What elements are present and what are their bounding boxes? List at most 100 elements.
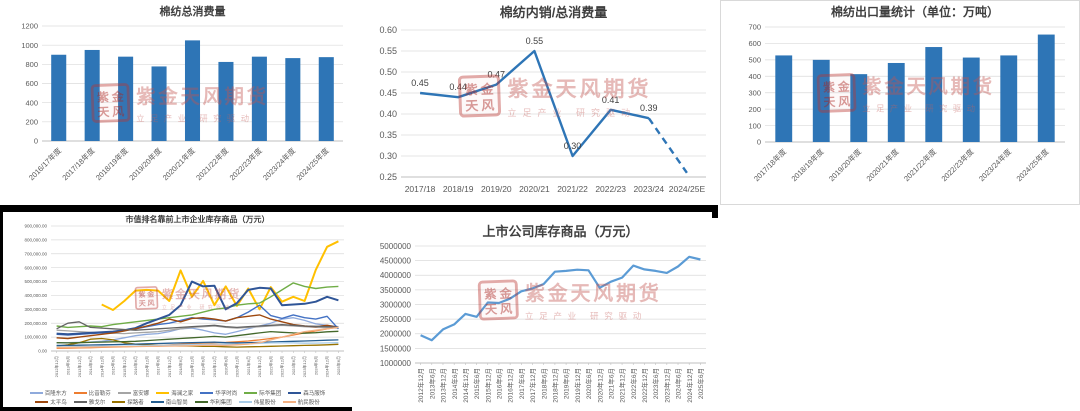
data-point-label: 0.44 [449,82,467,92]
y-tick-label: 100 [748,121,761,130]
y-tick-label: 300 [748,88,761,97]
bar [184,40,201,141]
scan-border-bottom [0,407,352,411]
x-tick-label: 2022年12月 [279,356,285,377]
x-tick-label: 2020/21年度 [160,145,197,182]
x-tick-label: 2022年6月 [267,356,273,375]
legend-swatch [73,392,87,394]
legend-swatch [29,392,43,394]
legend-label: 航民股份 [297,400,320,406]
chart-svg: 0200400600800100012002016/17年度2017/18年度2… [21,4,343,182]
x-tick-label: 2023/24 [633,184,664,194]
legend-item: 太平鸟 [35,398,67,406]
x-tick-label: 2022/23年度 [227,145,264,182]
y-tick-label: 200 [748,105,761,114]
x-tick-label: 2012年12月 [53,356,59,377]
x-tick-label: 2024/25年度 [1014,146,1051,183]
x-tick-label: 2017/18 [405,184,436,194]
chart-title: 棉纺总消费量 [160,4,226,18]
y-tick-label: 700 [748,23,761,32]
y-tick-label: 100,000.00 [24,335,47,340]
x-tick-label: 2014年12月 [461,368,470,403]
x-tick-label: 2019/20年度 [826,146,863,183]
data-line [419,49,650,158]
legend-swatch [73,401,87,403]
x-tick-label: 2018年6月 [539,368,548,399]
x-tick-label: 2017年6月 [517,368,526,399]
y-tick-label: 1000000 [380,359,412,368]
x-tick-label: 2015年6月 [110,356,116,375]
legend-item: 富安娜 [117,389,149,397]
y-tick-label: 700,000.00 [24,251,47,256]
data-point-label: 0.41 [602,95,620,105]
legend-label: 森马服饰 [303,391,326,397]
y-tick-label: 400 [748,72,761,81]
y-tick-label: 3000000 [380,300,412,309]
chart-title: 市值排名靠前上市企业库存商品（万元） [126,214,270,224]
legend-item: 森马服饰 [288,389,325,397]
x-tick-label: 2013年6月 [65,356,71,375]
y-tick-label: 0.40 [379,109,397,119]
y-tick-label: 200 [25,118,38,127]
y-tick-label: 4000000 [380,271,412,280]
x-tick-label: 2020/21 [519,184,550,194]
data-line [56,330,339,344]
legend-item: 际华集团 [244,389,281,397]
legend-label: 比音勒芬 [88,391,111,397]
legend-label: 海澜之家 [171,391,194,397]
x-tick-label: 2021年12月 [256,356,262,377]
x-tick-label: 2025年6月 [335,356,341,375]
x-tick-label: 2013年12月 [76,356,82,377]
y-tick-label: 500,000.00 [24,279,47,284]
legend-swatch [150,401,164,403]
y-tick-label: 2500000 [380,315,412,324]
legend-label: 太平鸟 [50,400,67,406]
chart-cotton-export-volume: 0 100 200 300 400 500 600 700 2017/18年度 2018/19年度… [720,0,1080,205]
bar [51,54,67,141]
x-tick-label: 2015年6月 [472,368,481,399]
x-tick-label: 2018/19年度 [93,145,130,182]
chart-svg: 0.00 100,000.00 200,000.00 300,000.00 400,00… [24,214,344,377]
y-tick-label: 1500000 [380,344,412,353]
y-tick-label: 0.50 [379,67,397,77]
x-tick-label: 2016年6月 [495,368,504,399]
legend-label: 百隆东方 [44,391,67,397]
chart-top-listed-inventory: 0.00 100,000.00 200,000.00 300,000.00 400,00… [3,212,352,407]
chart-svg: 0.25 0.30 0.35 0.40 0.45 0.50 0.55 0.60 2017/18 2… [379,5,706,194]
y-tick-label: 0 [34,137,38,146]
data-line [420,255,701,342]
x-tick-label: 2024年6月 [312,356,318,375]
x-tick-label: 2021/22年度 [194,145,231,182]
legend-item: 海澜之家 [156,389,193,397]
legend-item: 航民股份 [282,398,320,406]
x-tick-label: 2018/19 [443,184,474,194]
legend-item: 华利集团 [194,398,232,406]
y-tick-label: 200,000.00 [24,321,47,326]
x-tick-label: 2023年6月 [290,356,296,375]
bar [218,61,234,141]
y-tick-label: 0.00 [38,349,47,354]
y-tick-label: 0.55 [379,46,397,56]
y-tick-label: 0.30 [379,151,397,161]
x-tick-label: 2019年12月 [573,368,582,403]
chart-svg: 0 100 200 300 400 500 600 700 2017/18年度 2018/19年度… [748,4,1065,183]
y-tick-label: 4500000 [380,257,412,266]
x-tick-label: 2024年12月 [685,368,694,403]
x-tick-label: 2017/18年度 [60,145,97,182]
x-tick-label: 2017/18年度 [751,146,788,183]
x-tick-label: 2015年12月 [121,356,127,377]
y-tick-label: 0.35 [379,130,397,140]
x-tick-label: 2022年6月 [629,368,638,399]
x-tick-label: 2019/20年度 [127,145,164,182]
x-tick-label: 2023年6月 [651,368,660,399]
y-tick-label: 400 [25,98,38,107]
x-tick-label: 2021年6月 [606,368,615,399]
chart-listed-inventory-total: 1000000 1500000 2000000 2500000 3000000 35000… [355,212,718,411]
chart-title: 棉纺内销/总消费量 [500,5,608,20]
x-tick-label: 2022年12月 [640,368,649,403]
x-tick-label: 2013年6月 [427,368,436,399]
legend-swatch [156,392,170,394]
legend-swatch [35,401,49,403]
bar [1000,55,1018,142]
chart-title: 上市公司库存商品（万元） [482,224,638,239]
